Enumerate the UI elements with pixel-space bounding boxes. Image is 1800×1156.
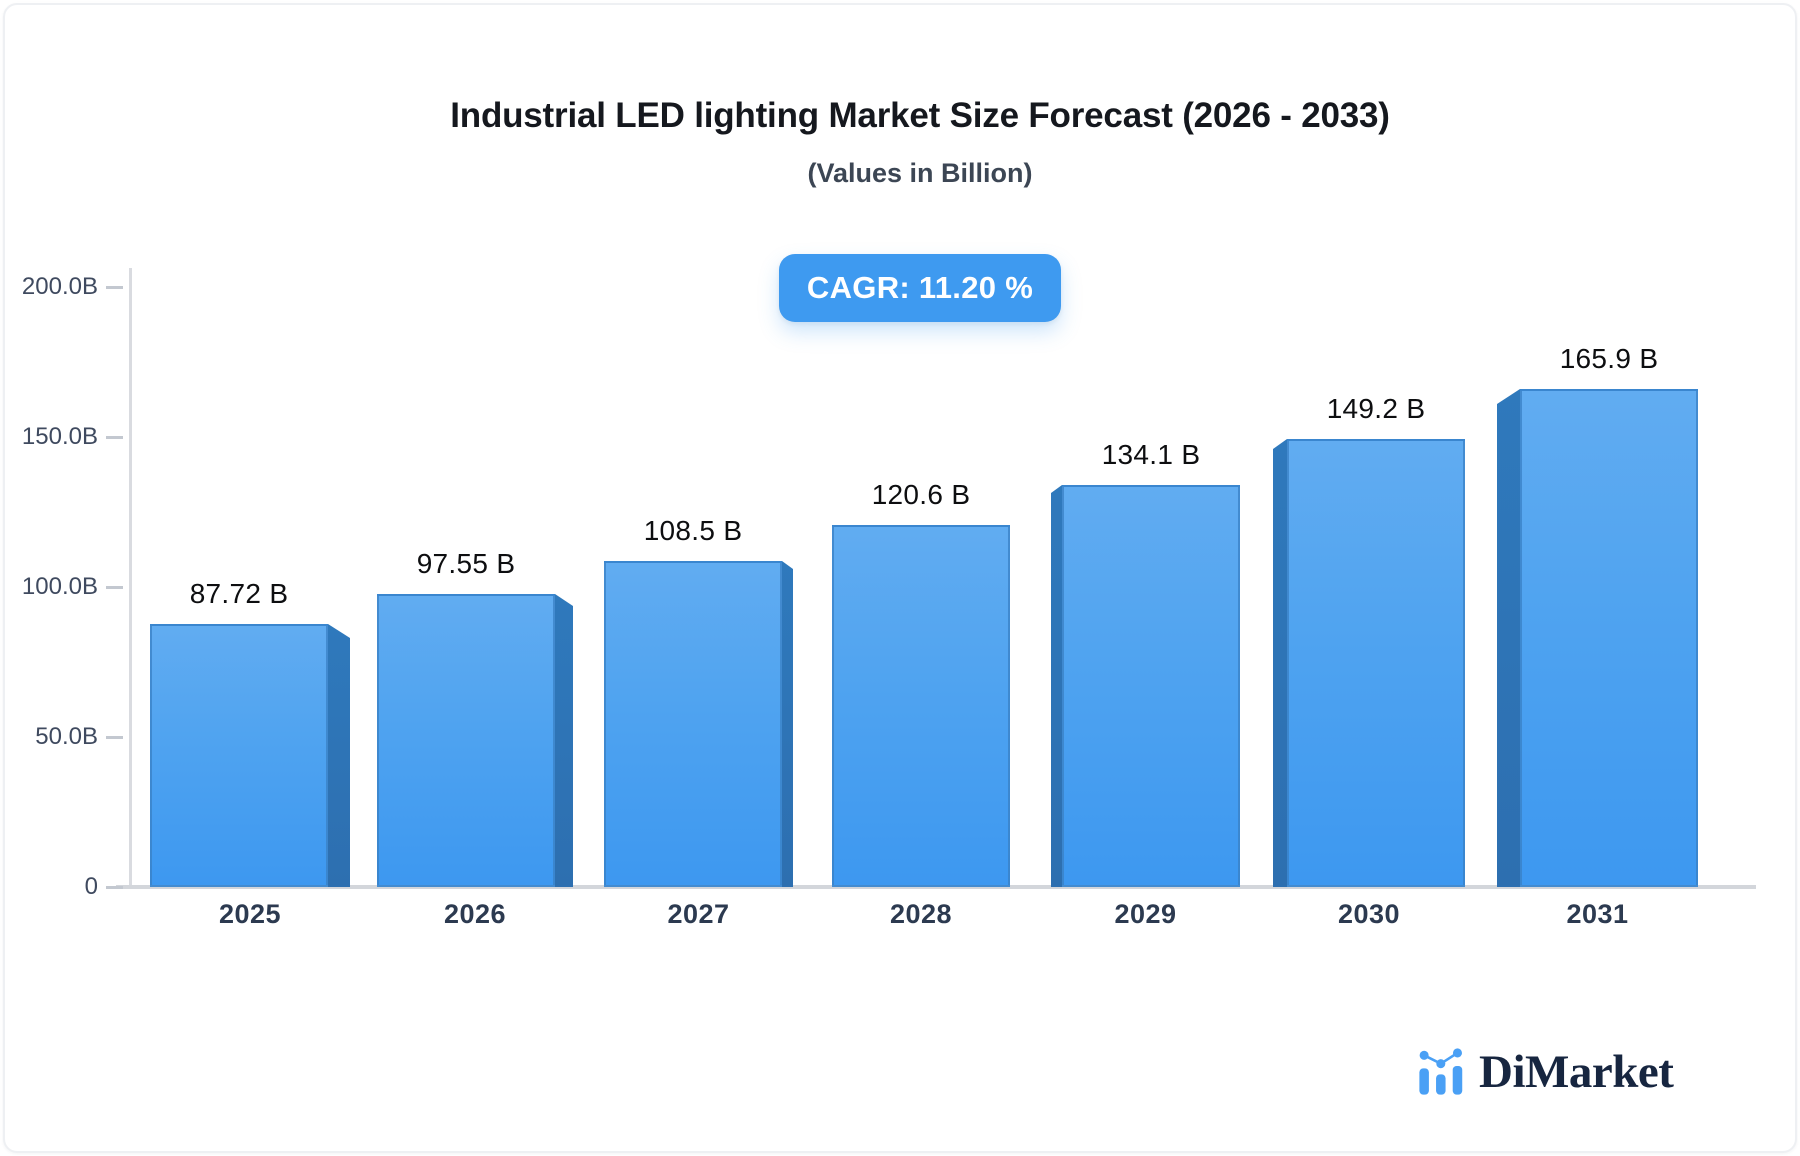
x-axis-label: 2028 [889,899,953,929]
bar-front-face [150,624,328,887]
bar-2030 [1273,439,1465,887]
x-axis-label: 2026 [443,899,507,929]
chart-title: Industrial LED lighting Market Size Fore… [450,96,1390,135]
x-axis-label: 2027 [667,899,730,929]
bar-side-face [328,624,350,887]
x-axis-line [116,885,1756,889]
x-axis-label: 2025 [218,899,282,929]
bar-2029 [1051,485,1240,887]
brand-logo: DiMarket [1418,1040,1674,1104]
y-axis-line [129,268,132,889]
bar-front-face [832,525,1010,887]
bar-2031 [1497,389,1698,887]
bar-2026 [377,594,573,887]
bar-front-face [1287,439,1465,887]
y-axis-tick-label: 200.0B [21,273,98,300]
bar-front-face [377,594,555,887]
brand-name: DiMarket [1479,1046,1674,1098]
cagr-badge: CAGR: 11.20 % [778,254,1062,322]
brand-logo-icon [1419,1048,1463,1095]
bar-value-label: 87.72 B [189,578,289,609]
bar-2025 [150,624,350,887]
x-axis-label: 2031 [1566,899,1629,929]
bar-side-face [782,561,793,887]
bar-2028 [832,525,1010,887]
bar-value-label: 134.1 B [1101,439,1201,470]
bar-front-face [604,561,782,887]
x-axis-label: 2029 [1114,899,1177,929]
bar-side-face [1051,485,1062,887]
x-axis-label: 2030 [1337,899,1401,929]
y-axis-tick-mark [106,736,123,739]
bar-front-face [1520,389,1698,887]
bar-side-face [1273,439,1287,887]
bar-value-label: 97.55 B [416,548,516,579]
bar-2027 [604,561,793,887]
chart-subtitle: (Values in Billion) [807,158,1033,188]
bar-side-face [1497,389,1520,887]
y-axis-tick-mark [106,286,123,289]
y-axis-tick-mark [106,436,123,439]
cagr-badge-row: CAGR: 11.20 % [50,254,1790,322]
y-axis-tick-mark [106,586,123,589]
bar-value-label: 108.5 B [643,515,743,546]
bar-value-label: 120.6 B [871,479,971,510]
bar-value-label: 149.2 B [1326,393,1426,424]
chart-header: Industrial LED lighting Market Size Fore… [50,0,1790,189]
bar-value-label: 165.9 B [1559,343,1659,374]
bar-side-face [555,594,573,887]
bar-front-face [1062,485,1240,887]
y-axis-tick-label: 100.0B [21,573,98,600]
y-axis-tick-label: 0 [84,873,98,900]
y-axis-tick-label: 50.0B [35,723,98,750]
y-axis-tick-mark [106,886,123,889]
y-axis-tick-label: 150.0B [21,423,98,450]
